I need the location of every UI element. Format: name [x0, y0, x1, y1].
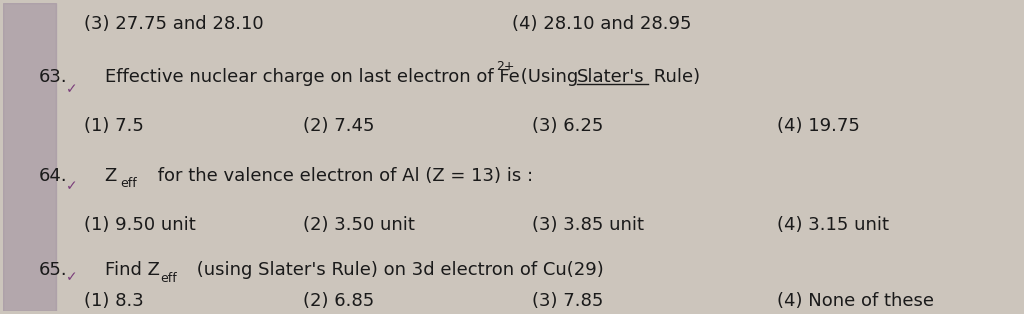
Text: (1) 8.3: (1) 8.3 [84, 292, 144, 310]
Text: (4) 28.10 and 28.95: (4) 28.10 and 28.95 [512, 15, 691, 33]
Text: 64.: 64. [39, 166, 67, 185]
Text: (2) 6.85: (2) 6.85 [303, 292, 375, 310]
Text: (Using: (Using [515, 68, 584, 86]
Text: (3) 6.25: (3) 6.25 [532, 117, 604, 135]
Text: Effective nuclear charge on last electron of Fe: Effective nuclear charge on last electro… [104, 68, 519, 86]
Text: (2) 3.50 unit: (2) 3.50 unit [303, 216, 415, 234]
Text: 63.: 63. [39, 68, 67, 86]
Text: Rule): Rule) [648, 68, 700, 86]
Text: for the valence electron of Al (Z = 13) is :: for the valence electron of Al (Z = 13) … [153, 166, 534, 185]
Text: ✓: ✓ [67, 82, 78, 96]
Text: (1) 9.50 unit: (1) 9.50 unit [84, 216, 196, 234]
Text: 2+: 2+ [496, 60, 514, 73]
Text: (1) 7.5: (1) 7.5 [84, 117, 144, 135]
Text: (4) None of these: (4) None of these [777, 292, 934, 310]
Text: (using Slater's Rule) on 3d electron of Cu(29): (using Slater's Rule) on 3d electron of … [191, 261, 604, 279]
Text: (2) 7.45: (2) 7.45 [303, 117, 375, 135]
Text: ✓: ✓ [67, 179, 78, 193]
Text: eff: eff [120, 177, 136, 190]
Text: Z: Z [104, 166, 117, 185]
Text: (3) 7.85: (3) 7.85 [532, 292, 604, 310]
Text: (3) 27.75 and 28.10: (3) 27.75 and 28.10 [84, 15, 264, 33]
Text: 65.: 65. [39, 261, 67, 279]
Text: (4) 3.15 unit: (4) 3.15 unit [777, 216, 889, 234]
Text: (4) 19.75: (4) 19.75 [777, 117, 860, 135]
Text: ✓: ✓ [67, 270, 78, 284]
Text: Find Z: Find Z [104, 261, 160, 279]
Text: eff: eff [161, 272, 177, 285]
Text: Slater's: Slater's [578, 68, 645, 86]
Bar [3, 3, 55, 311]
Text: (3) 3.85 unit: (3) 3.85 unit [532, 216, 644, 234]
